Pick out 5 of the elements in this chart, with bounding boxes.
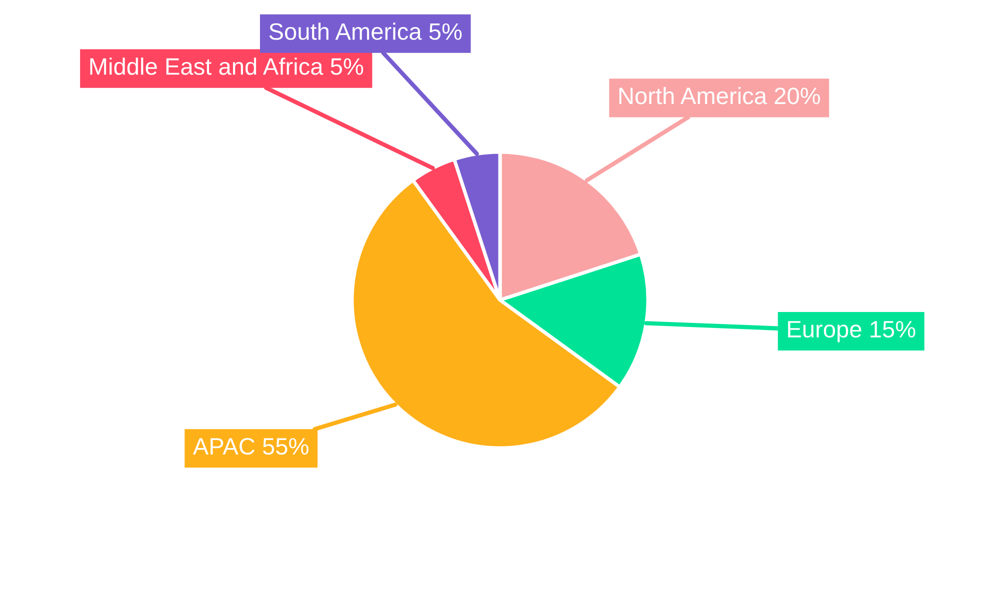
slice-label: Europe 15%	[788, 320, 916, 342]
slice-label: North America 20%	[619, 86, 820, 104]
slice-label: Middle East and Africa 5%	[90, 58, 364, 75]
slice-label: South America 5%	[269, 22, 462, 40]
slice-label: APAC 55%	[192, 438, 308, 455]
